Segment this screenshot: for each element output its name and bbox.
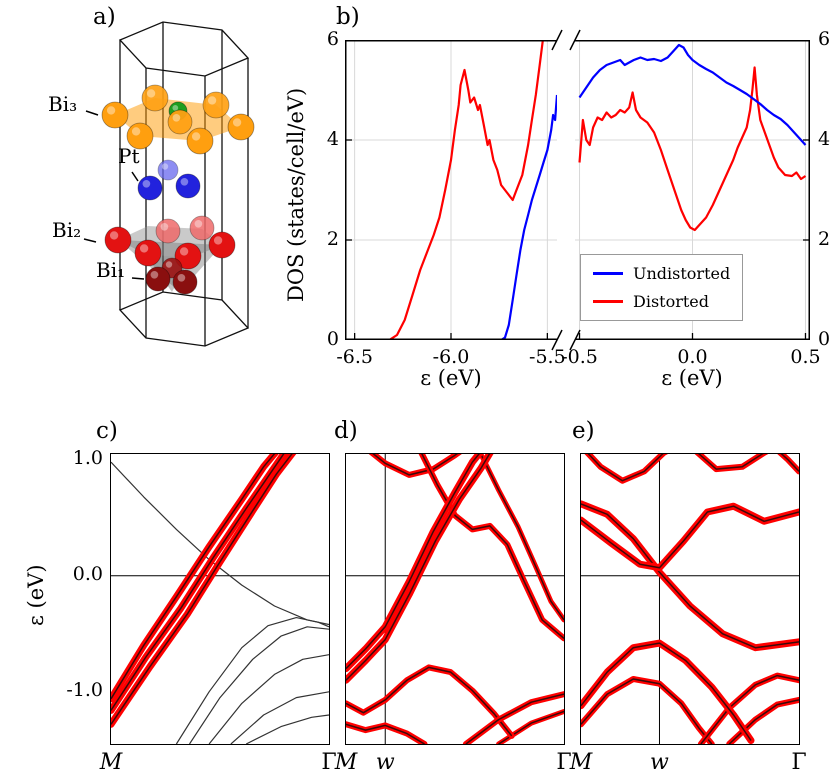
distorted-line-swatch	[593, 300, 623, 303]
dos-y-axis-label: DOS (states/cell/eV)	[284, 87, 308, 303]
legend-entry-distorted: Distorted	[593, 292, 730, 311]
dos-plot-low-energy: -6.5 -6.0 -5.5 0 2 4 6	[327, 28, 566, 368]
legend-label-undistorted: Undistorted	[633, 264, 731, 283]
panel-a-label: a)	[93, 4, 116, 30]
atom-label-pt: Pt	[118, 144, 140, 168]
panel-c-label: c)	[96, 418, 118, 444]
dos-plot-fermi-region: -0.5 0.0 0.5 0 2 4 6	[561, 28, 830, 368]
panel-d-label: d)	[334, 418, 358, 444]
crystal-structure-diagram	[40, 10, 280, 370]
dos-right-x-axis-label: ε (eV)	[661, 366, 723, 390]
dos-left-x-axis-label: ε (eV)	[420, 366, 482, 390]
bands-y-axis-label: ε (eV)	[24, 564, 48, 626]
legend-label-distorted: Distorted	[633, 292, 710, 311]
legend-entry-undistorted: Undistorted	[593, 264, 730, 283]
panel-e-label: e)	[572, 418, 595, 444]
axis-break-bottom	[551, 329, 581, 351]
dos-legend: Undistorted Distorted	[580, 254, 744, 321]
band-structure-plot-c: M Γ 1.0 0.0 -1.0	[66, 446, 337, 775]
panel-b-label: b)	[336, 4, 360, 30]
axis-break-top	[551, 29, 581, 51]
atom-label-bi1: Bi₁	[96, 258, 126, 282]
undistorted-line-swatch	[593, 272, 623, 275]
atom-label-bi3: Bi₃	[48, 92, 78, 116]
atom-label-bi2: Bi₂	[52, 218, 82, 242]
